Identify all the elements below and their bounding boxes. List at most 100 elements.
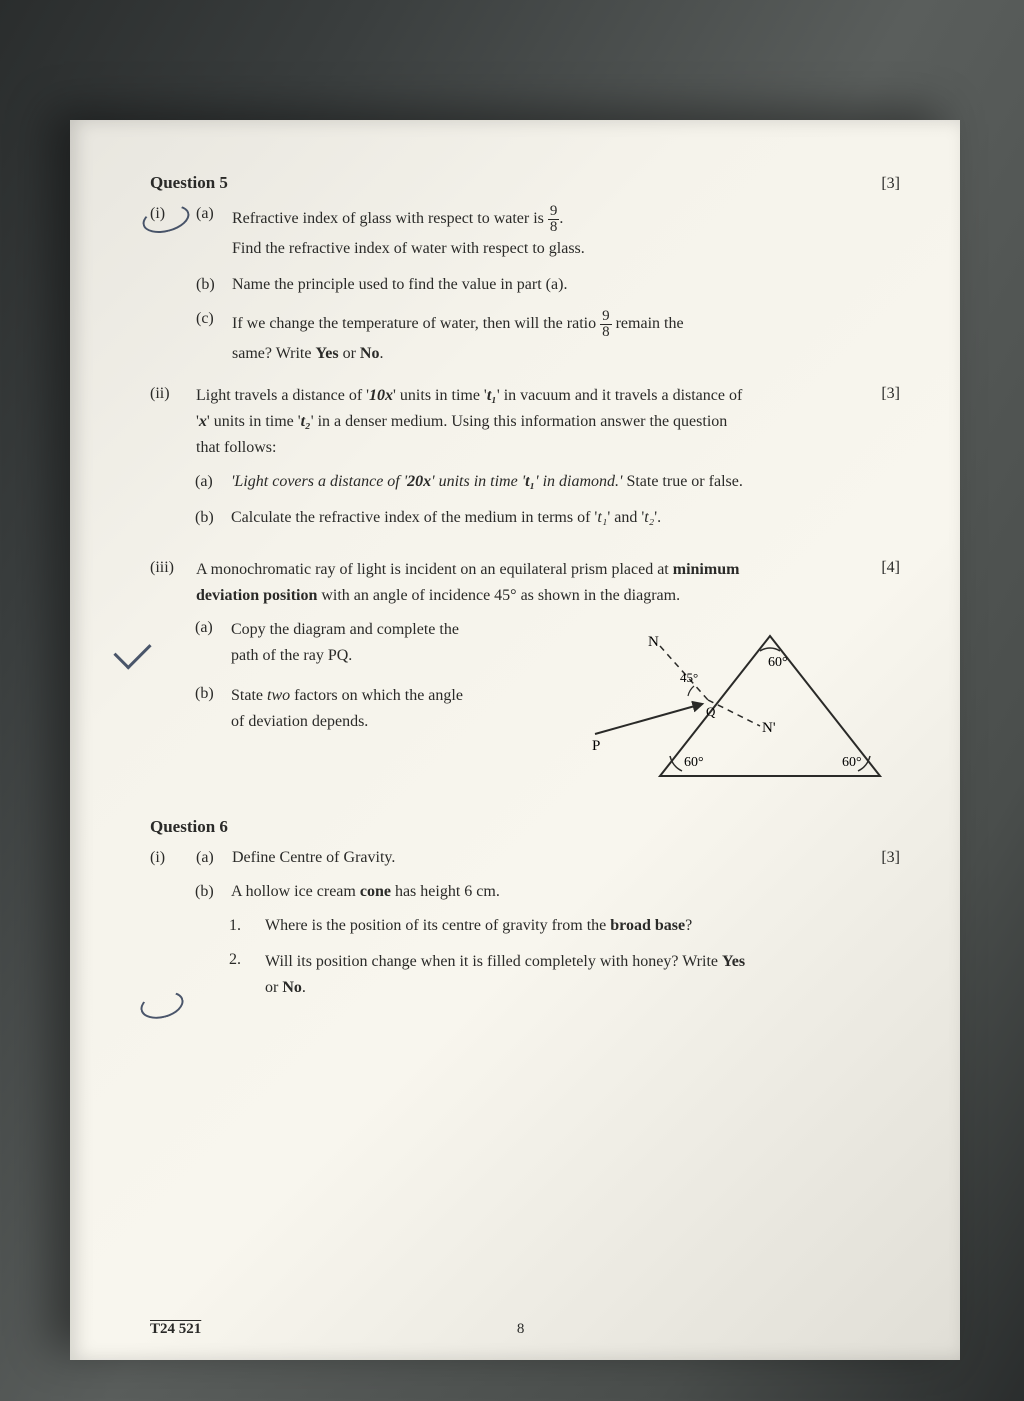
q5-i-row: (i) (a) Refractive index of glass with r…	[150, 202, 900, 368]
q5-ii-row-wrap: (ii) Light travels a distance of '10x' u…	[150, 382, 900, 462]
q5-ii-b: (b) Calculate the refractive index of th…	[195, 506, 900, 530]
pen-tick-icon	[113, 631, 151, 669]
q5-iii-roman: (iii)	[150, 556, 190, 580]
q5-heading: Question 5	[150, 170, 228, 196]
q6-b: (b) A hollow ice cream cone has height 6…	[195, 880, 900, 904]
t: ' in diamond.'	[535, 473, 622, 490]
t: '.	[654, 509, 661, 526]
label-Nprime: N'	[762, 720, 776, 736]
q5-i-a-pre: Refractive index of glass with respect t…	[232, 210, 548, 227]
t: 20x	[407, 473, 431, 490]
q6-b1-text: Where is the position of its centre of g…	[265, 914, 900, 938]
t: t₂	[644, 509, 654, 526]
t: or	[265, 979, 282, 996]
t: path of the ray PQ.	[231, 644, 578, 668]
t: of deviation depends.	[231, 710, 578, 734]
q5-i-c: (c) If we change the temperature of wate…	[196, 307, 900, 368]
q6-i-marks: [3]	[881, 846, 900, 870]
exam-page: Question 5 [3] (i) (a) Refractive index …	[70, 120, 960, 1360]
ray-pq	[595, 704, 702, 734]
t: factors on which the angle	[290, 687, 463, 704]
t: t₁	[597, 509, 607, 526]
q6-heading: Question 6	[150, 814, 900, 840]
t: ' in a denser medium. Using this informa…	[311, 413, 728, 430]
t: ?	[685, 917, 692, 934]
q5-iii-b-text: State two factors on which the angle of …	[231, 682, 578, 736]
pen-circle-icon-2	[137, 987, 186, 1024]
t: two	[267, 687, 290, 704]
footer-spacer	[840, 1318, 900, 1341]
q5-i-a-post: .	[559, 210, 563, 227]
t: minimum	[673, 561, 740, 578]
q5-iii-b-letter: (b)	[195, 682, 225, 706]
t: Yes	[722, 953, 745, 970]
label-N: N	[648, 634, 659, 650]
q5-i-c-l2-pre: same? Write	[232, 345, 315, 362]
q5-i-marks: [3]	[881, 172, 900, 196]
q5-iii-a-text: Copy the diagram and complete the path o…	[231, 616, 578, 670]
label-P: P	[592, 738, 600, 754]
prism-diagram: 60° 60° 60° 45° N N' P Q	[590, 616, 900, 796]
t: No	[282, 979, 302, 996]
t: ' in vacuum and it travels a distance of	[497, 387, 742, 404]
t: Calculate the refractive index of the me…	[231, 509, 597, 526]
q5-i-a-line2: Find the refractive index of water with …	[232, 237, 900, 261]
t: broad base	[610, 917, 685, 934]
t: x	[199, 413, 207, 430]
q6-b2-num: 2.	[229, 948, 259, 972]
q5-ii-a-letter: (a)	[195, 470, 225, 494]
q5-ii-b-letter: (b)	[195, 506, 225, 530]
q5-header-row: Question 5 [3]	[150, 170, 900, 196]
t: has height 6 cm.	[391, 883, 500, 900]
t: .	[302, 979, 306, 996]
q5-iii-marks: [4]	[881, 556, 900, 580]
q5-ii-a: (a) 'Light covers a distance of '20x' un…	[195, 470, 900, 494]
t: t₂	[301, 413, 311, 430]
q6-b-subs: 1. Where is the position of its centre o…	[229, 914, 900, 1002]
q5-ii-a-text: 'Light covers a distance of '20x' units …	[231, 470, 900, 494]
frac-den: 8	[548, 220, 560, 235]
arc-45	[688, 686, 694, 696]
q5-iii-diagram-wrap: (a) Copy the diagram and complete the pa…	[195, 616, 900, 796]
q5-i-a-letter: (a)	[196, 202, 226, 226]
q5-i-c-no: No	[360, 345, 380, 362]
q5-i-c-text: If we change the temperature of water, t…	[232, 307, 900, 368]
q5-iii-a: (a) Copy the diagram and complete the pa…	[195, 616, 578, 670]
q6-i-row: (i) (a) Define Centre of Gravity.	[150, 846, 881, 870]
q5-i-c-frac: 9 8	[600, 309, 612, 340]
q5-ii-row: (ii) Light travels a distance of '10x' u…	[150, 382, 873, 462]
q5-i-a: (a) Refractive index of glass with respe…	[196, 202, 900, 263]
arc-bl	[670, 756, 682, 771]
q5-i-a-text: Refractive index of glass with respect t…	[232, 202, 900, 263]
q5-ii-roman: (ii)	[150, 382, 190, 406]
t: ' units in time '	[393, 387, 487, 404]
t: A hollow ice cream	[231, 883, 360, 900]
frac-num: 9	[548, 204, 560, 220]
q6-b1-num: 1.	[229, 914, 259, 938]
q5-iii-body: A monochromatic ray of light is incident…	[196, 556, 873, 610]
q5-ii-marks: [3]	[881, 382, 900, 406]
photo-background: Question 5 [3] (i) (a) Refractive index …	[0, 0, 1024, 1401]
q5-ii-subs: (a) 'Light covers a distance of '20x' un…	[195, 470, 900, 530]
t: t₁	[525, 473, 535, 490]
q5-i-body: (a) Refractive index of glass with respe…	[196, 202, 900, 368]
q5-iii-row-wrap: (iii) A monochromatic ray of light is in…	[150, 556, 900, 610]
t: ' units in time '	[431, 473, 525, 490]
q5-i-c-or: or	[339, 345, 360, 362]
t: ' and '	[607, 509, 644, 526]
page-footer: T24 521 8	[150, 1318, 900, 1341]
t: State	[231, 687, 267, 704]
q5-i-c-letter: (c)	[196, 307, 226, 331]
t: t₁	[487, 387, 497, 404]
q5-i-c-end: .	[379, 345, 383, 362]
t: Will its position change when it is fill…	[265, 953, 722, 970]
q6-b1: 1. Where is the position of its centre o…	[229, 914, 900, 938]
t: 10x	[369, 387, 393, 404]
q6-b2-text: Will its position change when it is fill…	[265, 948, 900, 1002]
q6-i-roman: (i)	[150, 846, 190, 870]
q5-iii-row: (iii) A monochromatic ray of light is in…	[150, 556, 873, 610]
arc-top	[760, 648, 780, 651]
q5-iii-a-letter: (a)	[195, 616, 225, 640]
q5-ii-body: Light travels a distance of '10x' units …	[196, 382, 873, 462]
q5-ii-b-text: Calculate the refractive index of the me…	[231, 506, 900, 530]
